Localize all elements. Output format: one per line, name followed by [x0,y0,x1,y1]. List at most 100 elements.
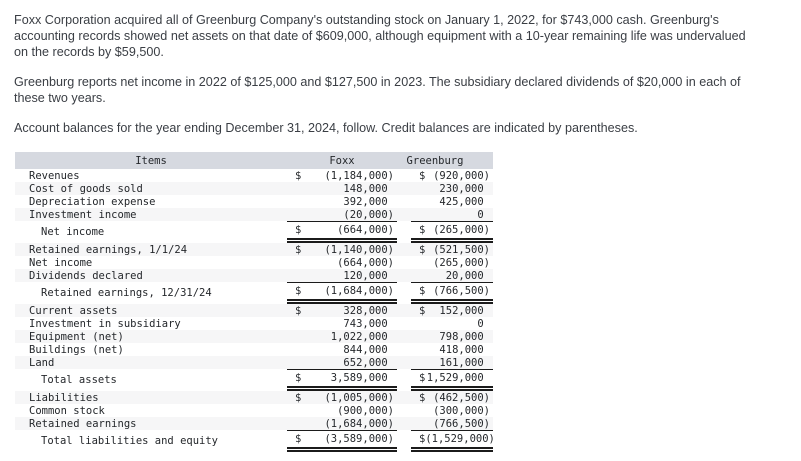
row-label: Equipment (net) [15,330,287,343]
amount-value: 418,000 [439,343,490,356]
foxx-amount-cell: (664,000) [287,256,397,269]
problem-paragraph-2: Greenburg reports net income in 2022 of … [14,75,741,105]
balances-table: Items Foxx Greenburg Revenues $ (1,184,00… [15,152,495,452]
amount-value: 1,529,000 [426,372,490,384]
table-body: Revenues $ (1,184,000) $ (920,000) Cost of… [15,169,495,452]
dollar-sign: $ [419,372,426,384]
row-label: Retained earnings, 12/31/24 [41,287,212,299]
row-label: Land [15,356,287,369]
greenburg-amount-cell: $ (521,500) [397,243,493,256]
amount-value: 798,000 [439,330,490,343]
foxx-amount-cell: $ (1,684,000) [287,282,397,304]
greenburg-amount-cell: $ (920,000) [397,169,493,182]
header-greenburg: Greenburg [397,152,493,169]
foxx-amount-cell: $ (3,589,000) [287,430,397,452]
dollar-sign: $ [419,243,426,256]
dollar-sign: $ [295,243,302,256]
table-row: Current assets $328,000 $152,000 [15,304,493,317]
amount-value: 148,000 [343,182,394,195]
total-row: Retained earnings, 12/31/24 $ (1,684,000)… [15,282,493,304]
row-label: Retained earnings, 1/1/24 [15,243,287,256]
greenburg-amount-cell: $152,000 [397,304,493,317]
amount-value: (1,005,000) [324,391,394,404]
foxx-amount-cell: $328,000 [287,304,397,317]
amount-value: 161,000 [439,356,490,369]
row-label: Buildings (net) [29,343,124,356]
amount-value: (1,140,000) [324,243,394,256]
greenburg-amount-cell: 798,000 [397,330,493,343]
amount-value: (1,684,000) [324,417,394,430]
problem-paragraph-3: Account balances for the year ending Dec… [14,121,638,135]
foxx-amount-cell: (900,000) [287,404,397,417]
dollar-sign: $ [295,169,302,182]
amount-value: (766,500) [433,285,490,297]
amount-value: (265,000) [433,224,490,236]
table-row: Liabilities $ (1,005,000) $ (462,500) [15,391,493,404]
dollar-sign: $ [295,391,302,404]
amount-value: (920,000) [433,169,490,182]
foxx-amount-cell: $ (1,184,000) [287,169,397,182]
table-row: Cost of goods sold 148,000 230,000 [15,182,493,195]
table-header: Items Foxx Greenburg [15,152,493,169]
greenburg-amount-cell: $ (766,500) [397,282,493,304]
amount-value: (300,000) [433,404,490,417]
foxx-amount-cell: 1,022,000 [287,330,397,343]
amount-value: 120,000 [343,269,394,282]
greenburg-amount-cell: 20,000 [397,269,493,282]
amount-value: (265,000) [433,256,490,269]
foxx-amount-cell: $3,589,000 [287,369,397,391]
greenburg-amount-cell: (766,500) [397,417,493,430]
table-row: Buildings (net) 844,000 418,000 [15,343,493,356]
amount-value: (1,684,000) [324,285,394,297]
foxx-amount-cell: $ (1,005,000) [287,391,397,404]
greenburg-amount-cell: (300,000) [397,404,493,417]
foxx-amount-cell: 652,000 [287,356,397,369]
foxx-amount-cell: 844,000 [287,343,397,356]
row-label: Total liabilities and equity [41,435,219,447]
greenburg-amount-cell: 0 [397,317,493,330]
greenburg-amount-cell: 161,000 [397,356,493,369]
amount-value: (521,500) [433,243,490,256]
dollar-sign: $ [419,224,426,236]
row-label: Net income [41,226,105,238]
table-row: Equipment (net) 1,022,000 798,000 [15,330,493,343]
greenburg-amount-cell: $ (1,529,000) [397,430,495,452]
dollar-sign: $ [419,285,426,297]
table-row: Dividends declared 120,000 20,000 [15,269,493,282]
table-row: Investment in subsidiary 743,000 0 [15,317,493,330]
amount-value: (664,000) [337,224,394,236]
dollar-sign: $ [419,433,426,445]
amount-value: 652,000 [343,356,394,369]
amount-value: (20,000) [343,208,394,221]
header-items: Items [15,152,287,169]
greenburg-amount-cell: 0 [397,208,493,221]
greenburg-amount-cell: 425,000 [397,195,493,208]
amount-value: 743,000 [343,317,394,330]
total-row: Total assets $3,589,000 $1,529,000 [15,369,493,391]
foxx-amount-cell: 743,000 [287,317,397,330]
amount-value: 3,589,000 [330,372,394,384]
dollar-sign: $ [295,224,302,236]
amount-value: (900,000) [337,404,394,417]
row-label: Cost of goods sold [15,182,287,195]
dollar-sign: $ [295,372,302,384]
problem-paragraph-1: Foxx Corporation acquired all of Greenbu… [14,13,746,59]
greenburg-amount-cell: 418,000 [397,343,493,356]
row-label: Current assets [15,304,287,317]
dollar-sign: $ [419,391,426,404]
table-row: Investment income (20,000) 0 [15,208,493,221]
amount-value: (1,529,000) [425,433,495,445]
row-label: Total assets [41,374,117,386]
amount-value: 20,000 [445,269,490,282]
header-foxx: Foxx [287,152,397,169]
row-label: Depreciation expense [29,195,156,208]
amount-value: 425,000 [439,195,490,208]
foxx-amount-cell: (20,000) [287,208,397,221]
amount-value: 844,000 [343,343,394,356]
foxx-amount-cell: 120,000 [287,269,397,282]
row-label: Retained earnings [15,417,287,430]
foxx-amount-cell: 148,000 [287,182,397,195]
header-row: Items Foxx Greenburg [15,152,493,169]
row-label: Investment income [15,208,287,221]
